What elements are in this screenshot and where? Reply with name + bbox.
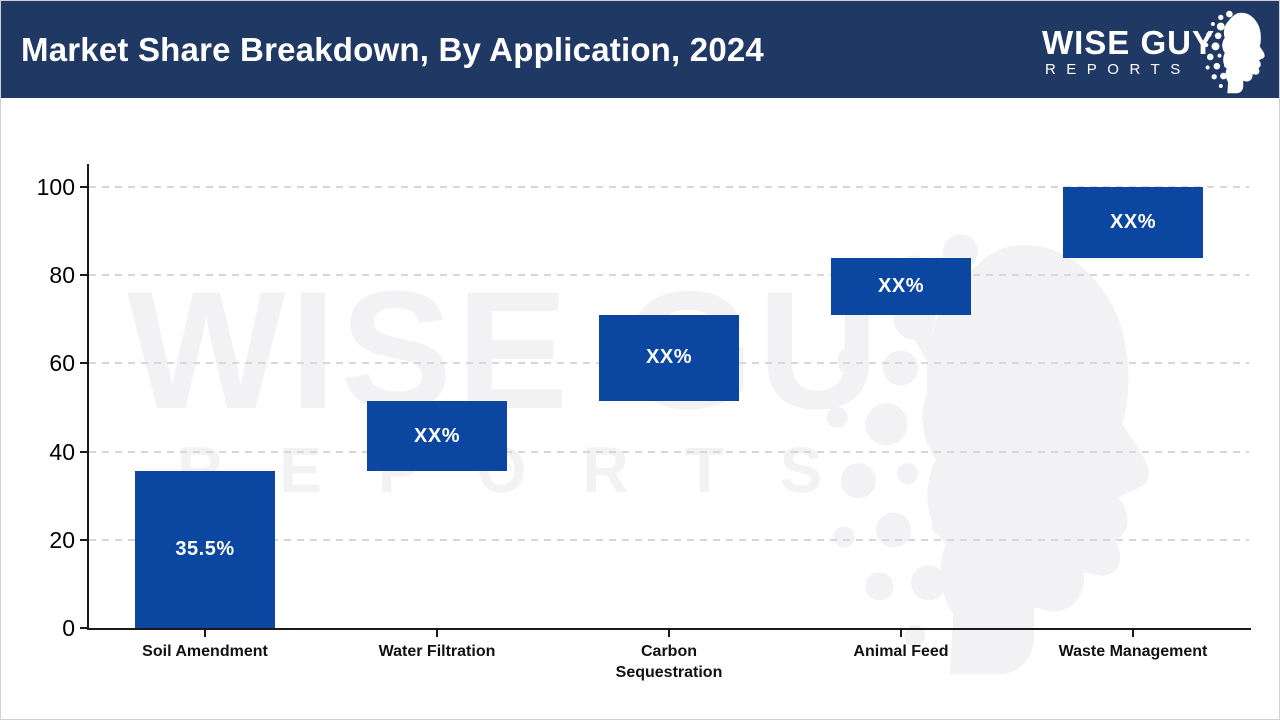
y-tick-mark-80 [80,274,87,277]
y-tick-label-0: 0 [62,615,75,641]
y-tick-label-40: 40 [49,438,75,465]
bar-value-label: XX% [878,274,924,297]
bar-value-label: XX% [1110,210,1156,233]
y-tick-label-100: 100 [36,174,75,200]
y-axis-line [87,164,89,630]
bar-value-label: XX% [646,346,692,369]
bar-water-filtration: XX% [367,400,507,472]
x-tick-mark-carbon-sequestration [668,630,670,637]
page-title: Market Share Breakdown, By Application, … [21,30,764,68]
bar-waste-management: XX% [1063,187,1203,258]
x-tick-label-waste-management: Waste Management [1058,643,1208,660]
gridline-100 [89,186,1249,188]
y-tick-mark-60 [80,362,87,365]
y-tick-mark-100 [80,186,87,188]
x-axis-line [87,628,1251,630]
chart-canvas: WISE GUY REPORTS 0 20 40 60 80 100 35.5% Soil A… [1,98,1279,719]
x-tick-label-animal-feed: Animal Feed [853,643,949,660]
y-tick-label-80: 80 [49,262,75,289]
x-tick-label-water-filtration: Water Filtration [378,643,496,660]
y-tick-mark-20 [80,538,87,541]
bar-value-label: XX% [414,424,460,447]
header-band: Market Share Breakdown, By Application, … [1,1,1279,98]
x-tick-label-soil-amendment: Soil Amendment [142,643,268,660]
gridline-40 [89,450,1249,453]
bar-carbon-sequestration: XX% [599,314,739,401]
y-tick-mark-0 [80,627,87,629]
brand-wordmark-line1: WISE GUY [1041,23,1215,61]
gridline-20 [89,538,1249,541]
gridline-80 [89,274,1249,277]
bar-value-label: 35.5% [175,538,235,561]
plot-area: 0 20 40 60 80 100 35.5% Soil Amendment XX% Water … [1,98,1279,719]
bar-soil-amendment: 35.5% [135,471,275,628]
brand-wordmark: WISE GUY REPORTS [1042,26,1215,77]
y-tick-mark-40 [80,450,87,453]
y-tick-label-20: 20 [49,526,75,553]
y-tick-label-60: 60 [49,350,75,377]
x-tick-mark-water-filtration [436,630,438,637]
x-tick-mark-waste-management [1132,630,1134,637]
x-tick-label-carbon-sequestration: Carbon Sequestration [615,643,723,681]
x-tick-mark-animal-feed [900,630,902,637]
bar-animal-feed: XX% [831,257,971,315]
brand-wordmark-line2: REPORTS [1044,60,1191,78]
x-tick-mark-soil-amendment [204,630,206,637]
brand-logo: WISE GUY REPORTS [1042,5,1267,97]
